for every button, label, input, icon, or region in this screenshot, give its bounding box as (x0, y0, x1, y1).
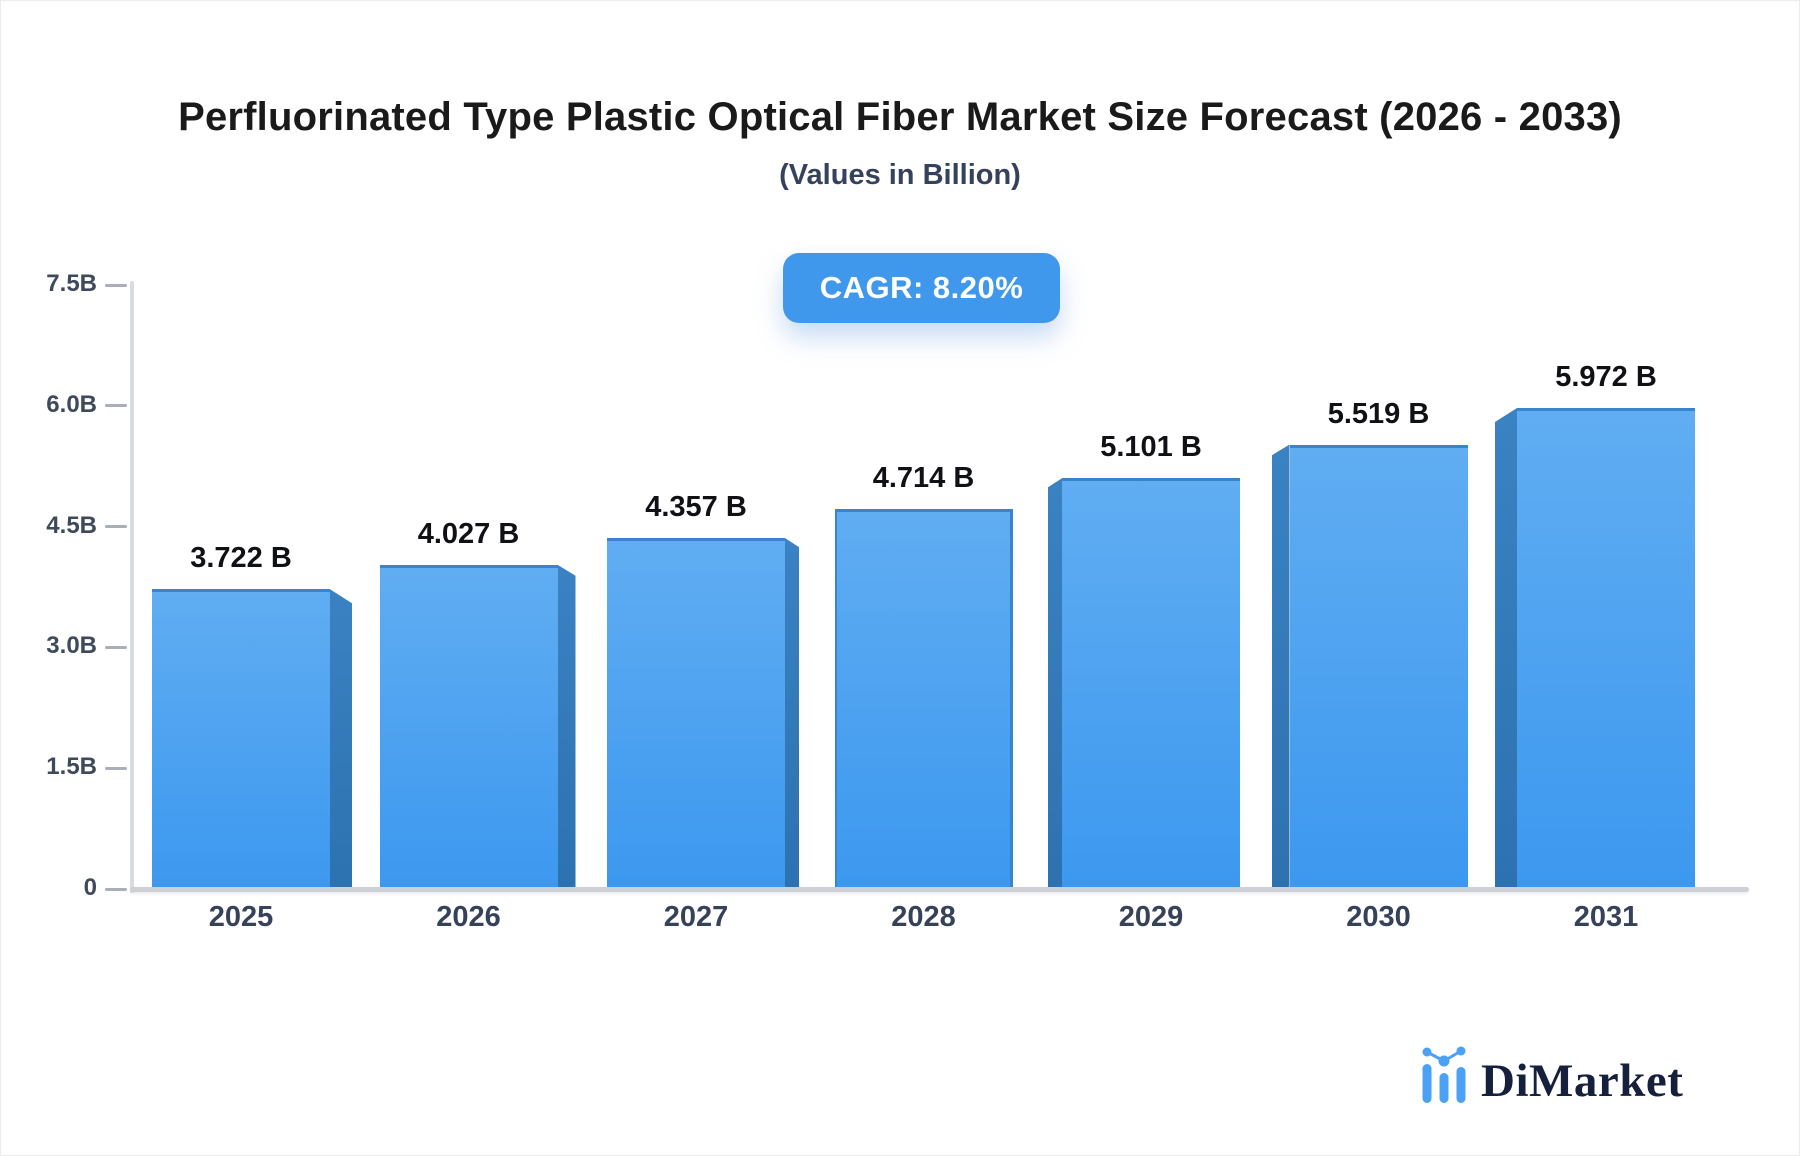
chart-title: Perfluorinated Type Plastic Optical Fibe… (178, 95, 1622, 139)
bar-value-label: 5.972 B (1555, 361, 1657, 394)
bar-value-label: 5.101 B (1100, 431, 1202, 464)
bar-value-label: 4.714 B (872, 462, 975, 495)
y-tick-dash (105, 525, 127, 529)
bar-value-label: 4.027 B (417, 517, 520, 550)
bar-side-face (785, 538, 799, 889)
y-tick-label: 1.5B (46, 753, 97, 781)
y-tick-label: 0 (83, 874, 97, 901)
bar-value-label: 4.357 B (645, 491, 747, 524)
x-axis-line (130, 887, 1749, 892)
dimarket-logo: DiMarket (1421, 1043, 1683, 1105)
x-tick-label: 2031 (1573, 901, 1639, 933)
bar (607, 538, 785, 889)
y-tick-dash (105, 887, 127, 891)
y-tick-dash (105, 283, 127, 287)
x-tick-label: 2027 (663, 901, 729, 933)
cagr-badge: CAGR: 8.20% (783, 253, 1060, 323)
bar (834, 509, 1013, 889)
y-tick-label: 4.5B (46, 511, 97, 539)
chart-subtitle: (Values in Billion) (779, 159, 1021, 191)
y-tick-label: 6.0B (46, 390, 97, 418)
bar-side-face (1048, 478, 1062, 889)
bar-value-label: 3.722 B (190, 542, 292, 575)
bar-side-face (1495, 408, 1517, 889)
cagr-badge-text: CAGR: 8.20% (819, 270, 1024, 305)
bar-side-face (330, 589, 352, 889)
dimarket-logo-icon (1422, 1046, 1466, 1103)
bar-side-face (1271, 444, 1290, 889)
x-tick-label: 2025 (208, 901, 274, 933)
bar (1517, 408, 1695, 889)
bar-value-label: 5.519 B (1327, 397, 1430, 430)
y-axis-line (130, 281, 134, 893)
y-tick-dash (105, 766, 127, 770)
bar (152, 589, 330, 889)
bar (1289, 444, 1468, 889)
x-tick-label: 2029 (1118, 901, 1184, 933)
bar-side-face (557, 564, 576, 889)
x-tick-label: 2026 (436, 901, 501, 933)
y-tick-label: 3.0B (46, 632, 97, 660)
y-tick-label: 7.5B (46, 270, 97, 297)
x-tick-label: 2030 (1346, 901, 1411, 933)
bar (379, 564, 558, 889)
x-tick-label: 2028 (891, 901, 956, 933)
bar (1062, 478, 1240, 889)
dimarket-logo-text: DiMarket (1481, 1055, 1684, 1107)
y-tick-dash (105, 404, 127, 408)
y-tick-dash (105, 645, 127, 649)
